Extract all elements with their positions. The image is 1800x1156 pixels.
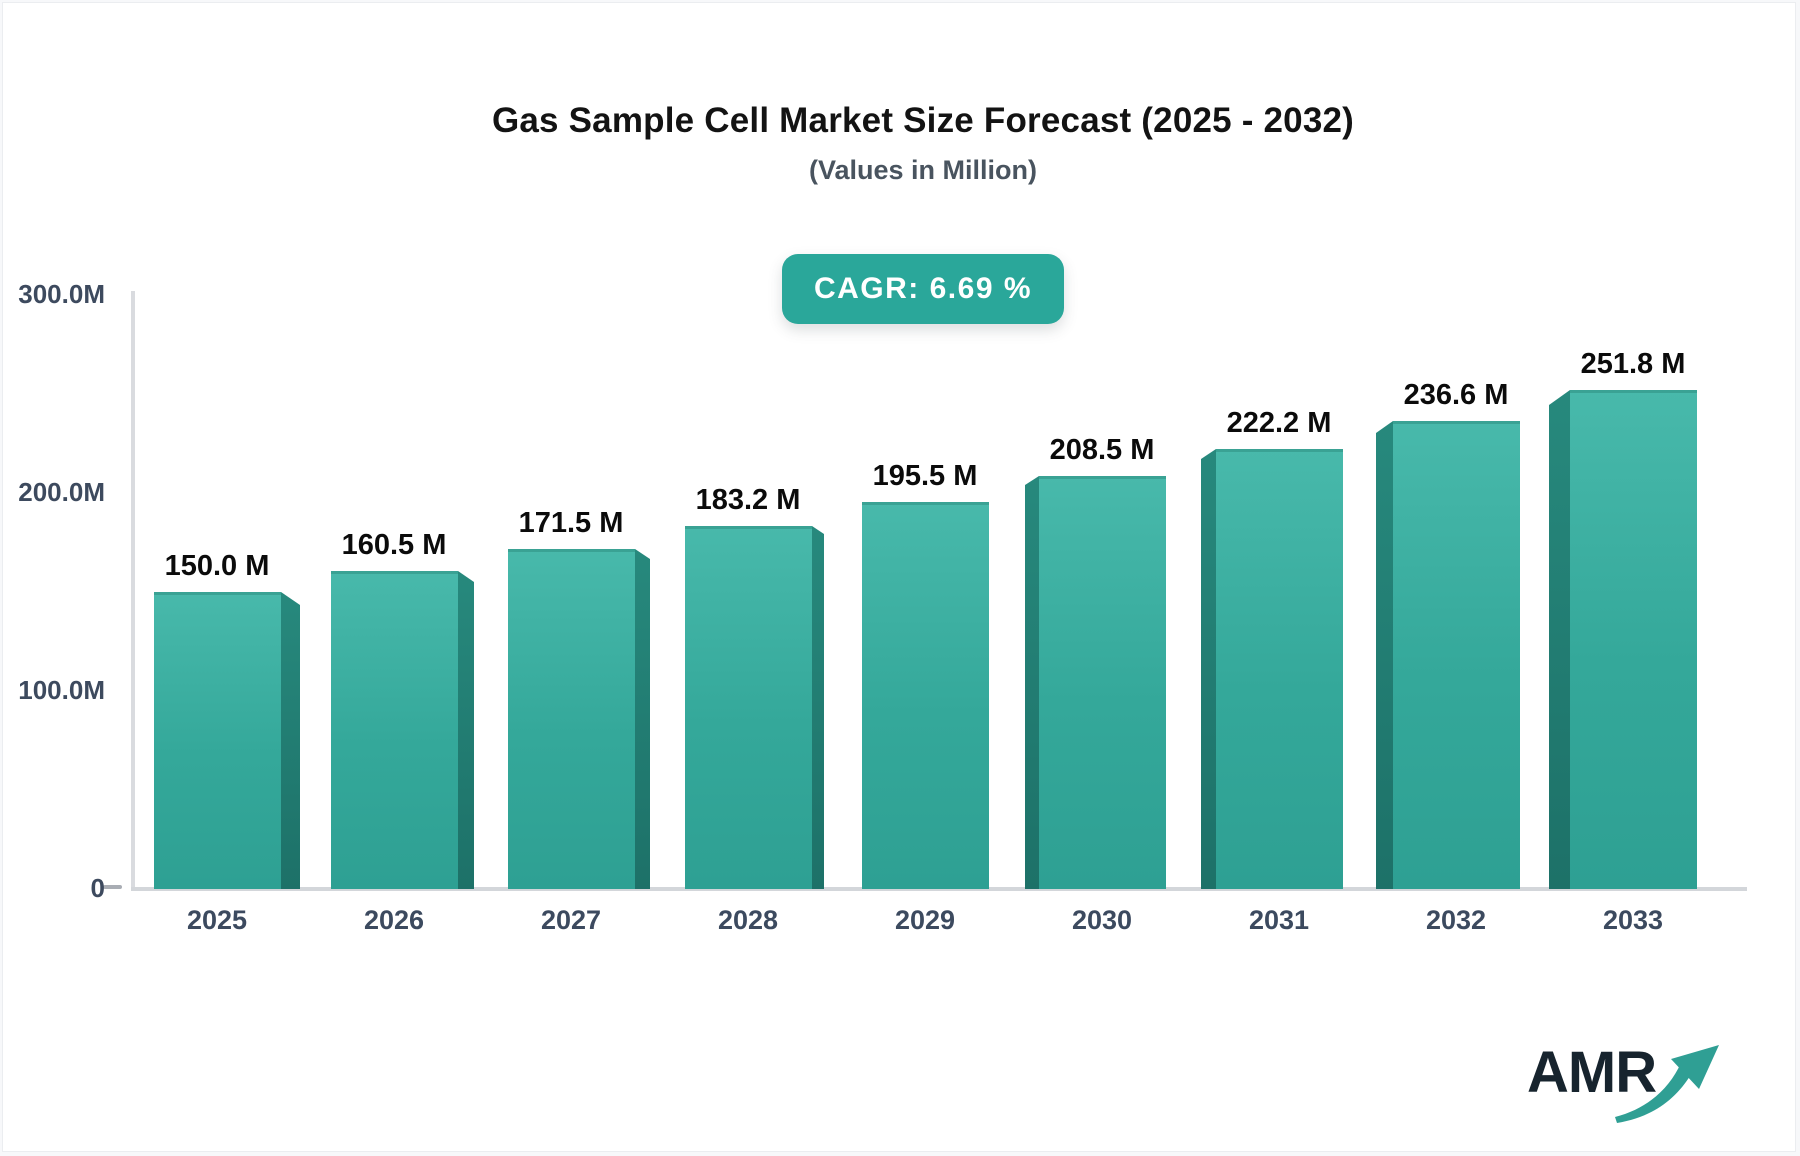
bar-value-label: 251.8 M	[1580, 348, 1686, 380]
chart-header: Gas Sample Cell Market Size Forecast (20…	[123, 3, 1723, 186]
bar-value-label: 183.2 M	[695, 484, 801, 516]
bar-3d-side	[1376, 421, 1393, 889]
bar-value-label: 222.2 M	[1226, 407, 1332, 439]
bar-2033	[1570, 390, 1697, 889]
x-axis-label: 2028	[717, 905, 779, 935]
amr-logo-text: AMR	[1527, 1040, 1657, 1105]
chart-title: Gas Sample Cell Market Size Forecast (20…	[491, 101, 1355, 140]
bar-2027	[508, 549, 635, 889]
bar-3d-side	[1025, 476, 1039, 889]
bar-2029	[862, 502, 989, 889]
bar-2026	[331, 571, 458, 889]
cagr-badge: CAGR: 6.69 %	[781, 254, 1065, 324]
x-axis-line	[131, 887, 1747, 891]
x-axis-label: 2031	[1248, 905, 1310, 935]
x-axis-label: 2025	[186, 905, 248, 935]
x-axis-label: 2027	[540, 905, 602, 935]
bar-3d-side	[812, 526, 824, 889]
x-axis-label: 2029	[894, 905, 956, 935]
bar-3d-side	[458, 571, 474, 889]
y-axis-line	[131, 291, 135, 889]
bar-value-label: 160.5 M	[341, 529, 447, 561]
x-axis-label: 2030	[1071, 905, 1133, 935]
bar-2032	[1393, 421, 1520, 889]
y-axis-label: 100.0M	[18, 675, 105, 705]
bar-2030	[1039, 476, 1166, 889]
bar-2031	[1216, 449, 1343, 889]
bar-2028	[685, 526, 812, 889]
bar-3d-side	[1201, 449, 1216, 889]
bar-2025	[154, 592, 281, 889]
trend-up-arrow-icon	[1615, 1045, 1719, 1123]
bar-3d-side	[281, 592, 300, 889]
zero-tick-mark	[103, 885, 122, 889]
bar-3d-side	[1549, 390, 1570, 889]
amr-logo: AMR	[1527, 1031, 1727, 1131]
x-axis-label: 2032	[1425, 905, 1487, 935]
bar-value-label: 208.5 M	[1049, 434, 1155, 466]
bar-value-label: 236.6 M	[1403, 379, 1509, 411]
y-axis-label: 200.0M	[18, 477, 105, 507]
bar-value-label: 195.5 M	[872, 460, 978, 492]
bar-value-label: 150.0 M	[164, 550, 270, 582]
x-axis-label: 2033	[1602, 905, 1664, 935]
y-axis-label: 300.0M	[18, 279, 105, 309]
x-axis-label: 2026	[363, 905, 425, 935]
chart-subtitle: (Values in Million)	[808, 155, 1038, 185]
bar-3d-side	[635, 549, 650, 889]
bar-chart-plot: 300.0M 200.0M 100.0M 0 150.0 M 160.5 M 171.5 …	[3, 3, 1795, 1151]
y-axis-label: 0	[90, 873, 105, 903]
cagr-badge-wrap: CAGR: 6.69 %	[123, 254, 1723, 324]
bar-value-label: 171.5 M	[518, 507, 624, 539]
